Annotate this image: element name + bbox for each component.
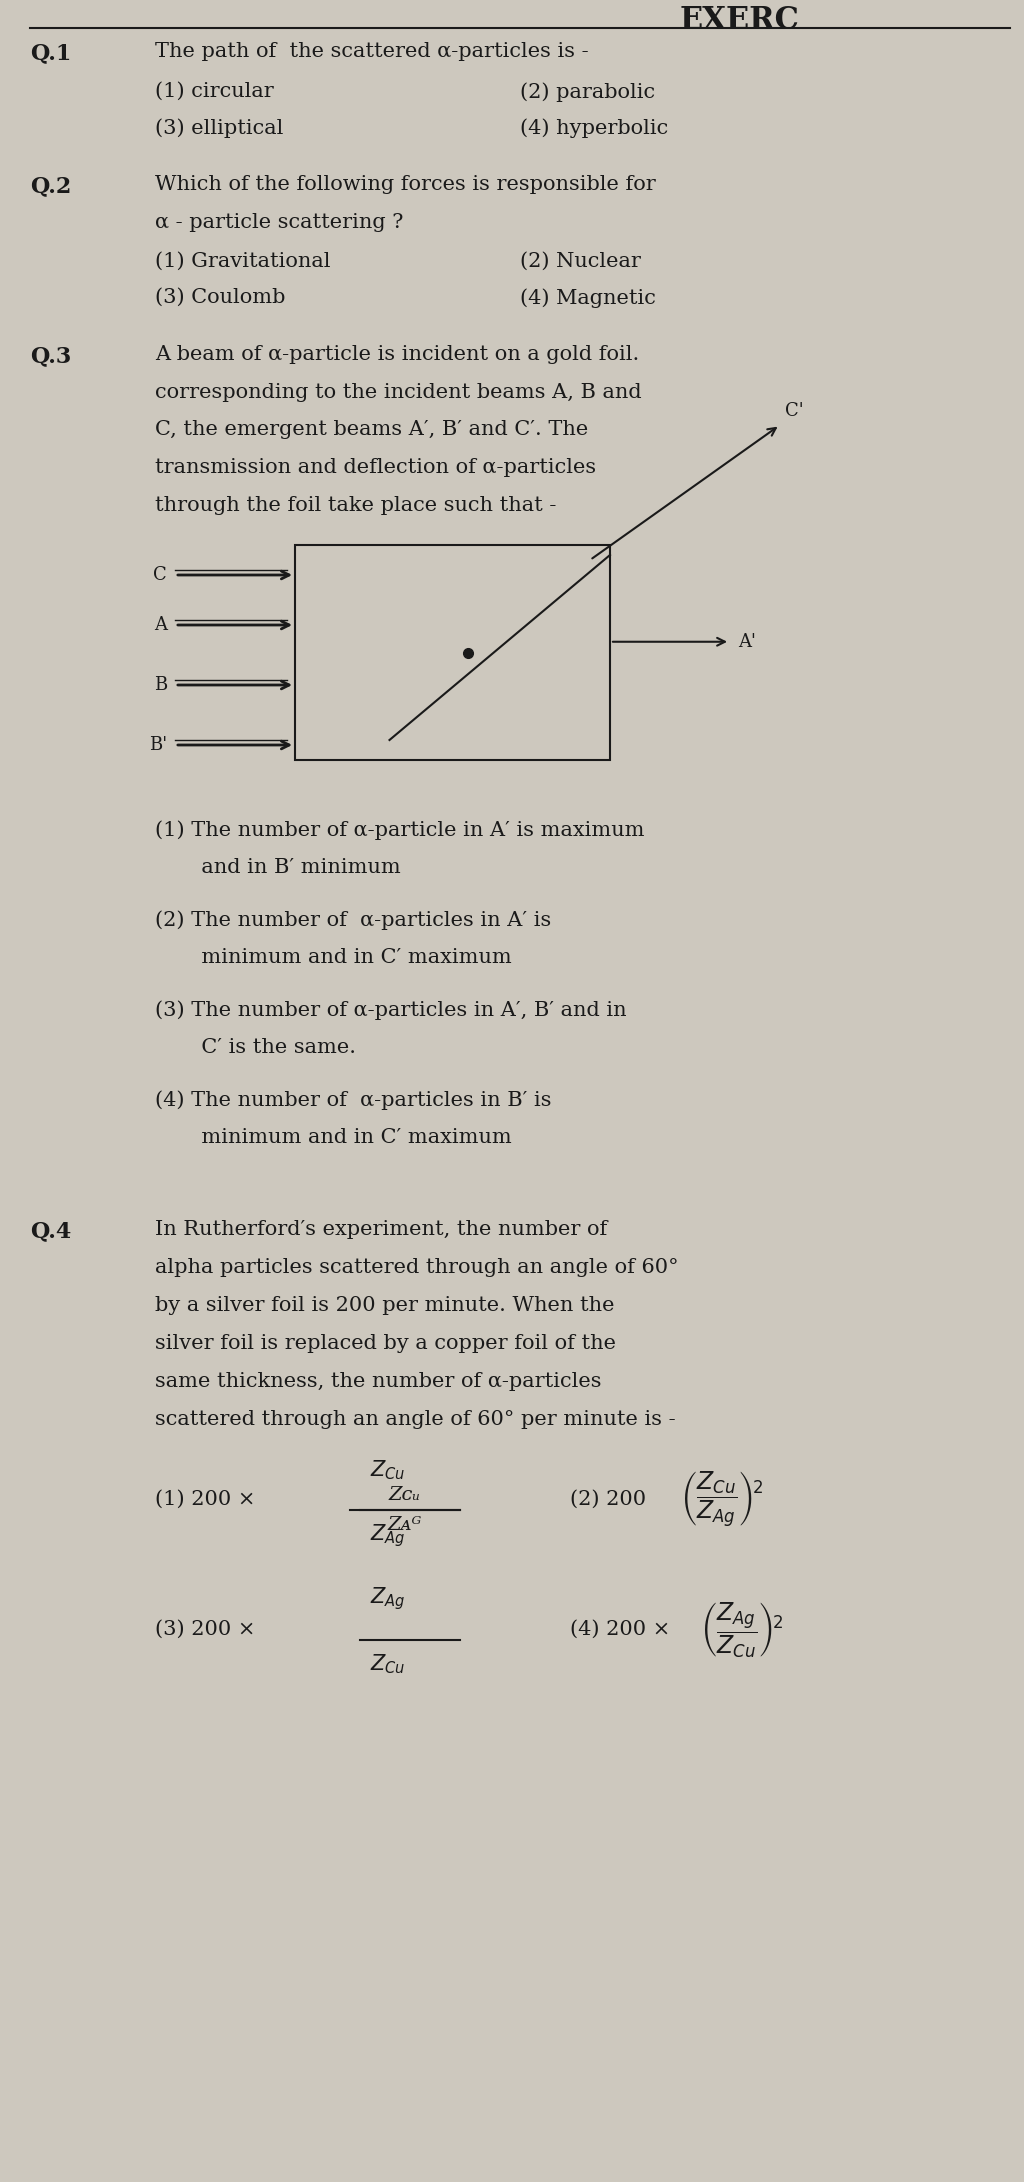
Text: C′ is the same.: C′ is the same.: [155, 1039, 356, 1056]
Text: (2) The number of  α-particles in A′ is: (2) The number of α-particles in A′ is: [155, 910, 551, 930]
Text: $\left(\dfrac{Z_{Ag}}{Z_{Cu}}\right)^{\!2}$: $\left(\dfrac{Z_{Ag}}{Z_{Cu}}\right)^{\!…: [700, 1599, 783, 1661]
Text: (3) elliptical: (3) elliptical: [155, 118, 284, 137]
Text: same thickness, the number of α-particles: same thickness, the number of α-particle…: [155, 1372, 601, 1390]
Text: Q.1: Q.1: [30, 41, 72, 63]
Text: through the foil take place such that -: through the foil take place such that -: [155, 495, 556, 515]
Text: α - particle scattering ?: α - particle scattering ?: [155, 214, 403, 231]
Text: C, the emergent beams A′, B′ and C′. The: C, the emergent beams A′, B′ and C′. The: [155, 419, 588, 439]
Text: (1) Gravitational: (1) Gravitational: [155, 251, 331, 271]
Text: $\left(\dfrac{Z_{Cu}}{Z_{Ag}}\right)^{\!2}$: $\left(\dfrac{Z_{Cu}}{Z_{Ag}}\right)^{\!…: [680, 1471, 763, 1530]
Text: (1) circular: (1) circular: [155, 83, 273, 100]
Text: A beam of α-particle is incident on a gold foil.: A beam of α-particle is incident on a go…: [155, 345, 639, 364]
Text: Q.4: Q.4: [30, 1220, 72, 1242]
Text: by a silver foil is 200 per minute. When the: by a silver foil is 200 per minute. When…: [155, 1296, 614, 1316]
Text: corresponding to the incident beams A, B and: corresponding to the incident beams A, B…: [155, 384, 642, 401]
Text: Which of the following forces is responsible for: Which of the following forces is respons…: [155, 175, 655, 194]
Text: $Z_{Cu}$: $Z_{Cu}$: [370, 1652, 406, 1676]
Bar: [295, 546, 610, 759]
Text: In Rutherford′s experiment, the number of: In Rutherford′s experiment, the number o…: [155, 1220, 607, 1239]
Text: Q.3: Q.3: [30, 345, 72, 367]
Text: (2) Nuclear: (2) Nuclear: [520, 251, 641, 271]
Text: (4) hyperbolic: (4) hyperbolic: [520, 118, 669, 137]
Text: A: A: [154, 615, 167, 635]
Text: (4) The number of  α-particles in B′ is: (4) The number of α-particles in B′ is: [155, 1091, 552, 1111]
Text: B': B': [148, 735, 167, 755]
Text: A': A': [738, 633, 756, 650]
Text: transmission and deflection of α-particles: transmission and deflection of α-particl…: [155, 458, 596, 478]
Text: (3) 200 ×: (3) 200 ×: [155, 1619, 255, 1639]
Text: B: B: [154, 676, 167, 694]
Text: minimum and in C′ maximum: minimum and in C′ maximum: [155, 947, 512, 967]
Text: Zᴄᵤ: Zᴄᵤ: [389, 1486, 421, 1503]
Text: Q.2: Q.2: [30, 175, 72, 196]
Text: $Z_{Cu}$: $Z_{Cu}$: [370, 1458, 406, 1482]
Text: The path of  the scattered α-particles is -: The path of the scattered α-particles is…: [155, 41, 589, 61]
Text: C: C: [154, 565, 167, 585]
Text: (2) parabolic: (2) parabolic: [520, 83, 655, 103]
Text: (3) The number of α-particles in A′, B′ and in: (3) The number of α-particles in A′, B′ …: [155, 999, 627, 1019]
Text: scattered through an angle of 60° per minute is -: scattered through an angle of 60° per mi…: [155, 1410, 676, 1429]
Text: (1) 200 ×: (1) 200 ×: [155, 1490, 255, 1510]
Text: (4) 200 ×: (4) 200 ×: [570, 1619, 671, 1639]
Text: silver foil is replaced by a copper foil of the: silver foil is replaced by a copper foil…: [155, 1333, 616, 1353]
Text: EXERC: EXERC: [680, 4, 800, 35]
Text: $Z_{Ag}$: $Z_{Ag}$: [370, 1523, 406, 1549]
Text: alpha particles scattered through an angle of 60°: alpha particles scattered through an ang…: [155, 1259, 679, 1276]
Text: (2) 200: (2) 200: [570, 1490, 646, 1510]
Text: (3) Coulomb: (3) Coulomb: [155, 288, 286, 308]
Text: and in B′ minimum: and in B′ minimum: [155, 858, 400, 877]
Text: Zᴀᴳ: Zᴀᴳ: [388, 1516, 422, 1534]
Text: $Z_{Ag}$: $Z_{Ag}$: [370, 1584, 406, 1612]
Text: (1) The number of α-particle in A′ is maximum: (1) The number of α-particle in A′ is ma…: [155, 820, 644, 840]
Text: C': C': [785, 401, 804, 419]
Text: minimum and in C′ maximum: minimum and in C′ maximum: [155, 1128, 512, 1148]
Text: (4) Magnetic: (4) Magnetic: [520, 288, 656, 308]
